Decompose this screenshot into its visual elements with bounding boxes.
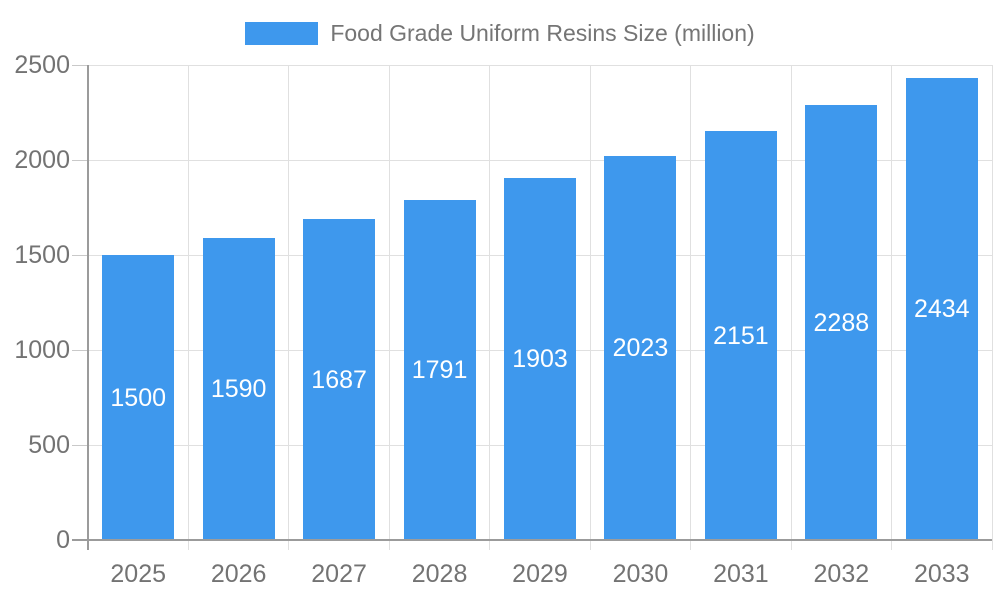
bar-value-label: 2151 — [713, 321, 769, 350]
bar-value-label: 2434 — [913, 294, 970, 323]
bar: 2434 — [905, 77, 978, 540]
legend: Food Grade Uniform Resins Size (million) — [0, 22, 1000, 45]
y-tick — [72, 64, 88, 66]
bar: 2151 — [704, 131, 777, 540]
bar: 1903 — [504, 178, 576, 540]
x-tick-label: 2027 — [311, 560, 367, 588]
legend-label: Food Grade Uniform Resins Size (million) — [330, 20, 755, 46]
x-tick-label: 2033 — [913, 560, 970, 588]
bar: 1687 — [303, 219, 376, 540]
x-axis-line — [72, 539, 992, 541]
gridline-vertical — [690, 65, 692, 550]
y-tick-label: 2500 — [14, 51, 70, 79]
bar-value-label: 1687 — [311, 365, 367, 394]
x-tick-label: 2032 — [813, 560, 870, 588]
legend-swatch — [245, 22, 319, 45]
gridline-vertical — [187, 65, 189, 550]
bar: 1500 — [102, 255, 175, 540]
bar-value-label: 2023 — [612, 333, 669, 362]
gridline-vertical — [991, 65, 993, 550]
bar: 2023 — [604, 155, 677, 540]
y-tick — [72, 254, 88, 256]
bar-value-label: 1791 — [411, 355, 468, 384]
y-tick — [72, 444, 88, 446]
bar-value-label: 2288 — [813, 308, 870, 337]
y-tick — [72, 349, 88, 351]
gridline-vertical — [790, 65, 792, 550]
y-tick-label: 2000 — [14, 146, 70, 174]
x-tick-label: 2025 — [110, 560, 167, 588]
gridline-horizontal — [88, 159, 992, 161]
y-axis-line — [87, 65, 89, 550]
y-tick — [72, 159, 88, 161]
gridline-vertical — [388, 65, 390, 550]
gridline-vertical — [489, 65, 491, 550]
bar-value-label: 1500 — [110, 383, 167, 412]
x-tick-label: 2030 — [612, 560, 669, 588]
bar: 1590 — [202, 237, 275, 540]
gridline-vertical — [891, 65, 893, 550]
x-tick-label: 2029 — [512, 560, 568, 588]
y-tick-label: 1500 — [14, 241, 70, 269]
gridline-vertical — [589, 65, 591, 550]
bar: 1791 — [403, 199, 476, 540]
bar-value-label: 1903 — [512, 345, 568, 374]
y-tick-label: 500 — [28, 431, 70, 459]
bar: 2288 — [805, 105, 878, 540]
x-tick-label: 2031 — [713, 560, 769, 588]
y-tick-label: 0 — [56, 526, 70, 554]
y-tick-label: 1000 — [14, 336, 70, 364]
gridline-vertical — [288, 65, 290, 550]
gridline-horizontal — [88, 64, 992, 66]
bar-value-label: 1590 — [210, 374, 267, 403]
x-tick-label: 2028 — [411, 560, 468, 588]
x-tick-label: 2026 — [210, 560, 267, 588]
